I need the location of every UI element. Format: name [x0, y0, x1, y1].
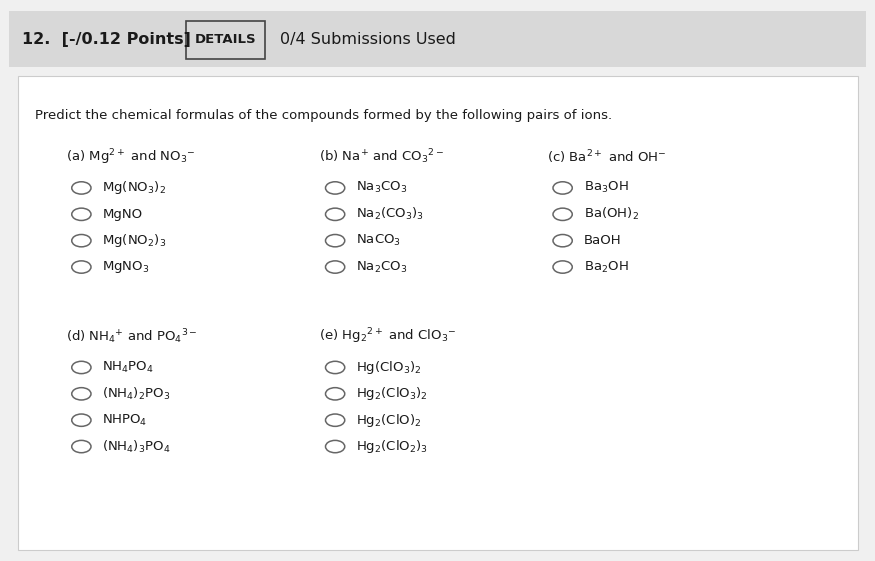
- Text: Hg$_2$(ClO$_3$)$_2$: Hg$_2$(ClO$_3$)$_2$: [356, 385, 428, 402]
- Text: Hg$_2$(ClO)$_2$: Hg$_2$(ClO)$_2$: [356, 412, 422, 429]
- Text: DETAILS: DETAILS: [194, 33, 256, 47]
- Text: (b) Na$^{+}$ and CO$_3$$^{2-}$: (b) Na$^{+}$ and CO$_3$$^{2-}$: [319, 148, 444, 167]
- Text: Mg(NO$_3$)$_2$: Mg(NO$_3$)$_2$: [102, 180, 166, 196]
- Text: NH$_4$PO$_4$: NH$_4$PO$_4$: [102, 360, 154, 375]
- Text: Na$_3$CO$_3$: Na$_3$CO$_3$: [356, 181, 408, 195]
- Text: (d) NH$_4$$^{+}$ and PO$_4$$^{3-}$: (d) NH$_4$$^{+}$ and PO$_4$$^{3-}$: [66, 327, 198, 346]
- Text: NHPO$_4$: NHPO$_4$: [102, 413, 148, 427]
- Text: (NH$_4$)$_3$PO$_4$: (NH$_4$)$_3$PO$_4$: [102, 439, 171, 454]
- FancyBboxPatch shape: [186, 21, 265, 59]
- FancyBboxPatch shape: [18, 76, 858, 550]
- Text: (c) Ba$^{2+}$ and OH$^{-}$: (c) Ba$^{2+}$ and OH$^{-}$: [547, 148, 666, 166]
- Text: (a) Mg$^{2+}$ and NO$_3$$^{-}$: (a) Mg$^{2+}$ and NO$_3$$^{-}$: [66, 148, 195, 167]
- Text: (e) Hg$_2$$^{2+}$ and ClO$_3$$^{-}$: (e) Hg$_2$$^{2+}$ and ClO$_3$$^{-}$: [319, 327, 457, 346]
- FancyBboxPatch shape: [9, 11, 866, 67]
- Text: 0/4 Submissions Used: 0/4 Submissions Used: [280, 32, 456, 47]
- Text: MgNO$_3$: MgNO$_3$: [102, 259, 150, 275]
- Text: BaOH: BaOH: [584, 234, 621, 247]
- Text: Ba$_3$OH: Ba$_3$OH: [584, 181, 628, 195]
- Text: Na$_2$(CO$_3$)$_3$: Na$_2$(CO$_3$)$_3$: [356, 206, 424, 222]
- Text: NaCO$_3$: NaCO$_3$: [356, 233, 401, 248]
- Text: (NH$_4$)$_2$PO$_3$: (NH$_4$)$_2$PO$_3$: [102, 386, 171, 402]
- Text: MgNO: MgNO: [102, 208, 143, 221]
- Text: Hg$_2$(ClO$_2$)$_3$: Hg$_2$(ClO$_2$)$_3$: [356, 438, 428, 455]
- Text: Hg(ClO$_3$)$_2$: Hg(ClO$_3$)$_2$: [356, 359, 422, 376]
- Text: Ba(OH)$_2$: Ba(OH)$_2$: [584, 206, 639, 222]
- Text: Predict the chemical formulas of the compounds formed by the following pairs of : Predict the chemical formulas of the com…: [35, 108, 612, 122]
- Text: Ba$_2$OH: Ba$_2$OH: [584, 260, 628, 274]
- Text: Mg(NO$_2$)$_3$: Mg(NO$_2$)$_3$: [102, 232, 166, 249]
- Text: 12.  [-/0.12 Points]: 12. [-/0.12 Points]: [22, 32, 191, 47]
- Text: Na$_2$CO$_3$: Na$_2$CO$_3$: [356, 260, 408, 274]
